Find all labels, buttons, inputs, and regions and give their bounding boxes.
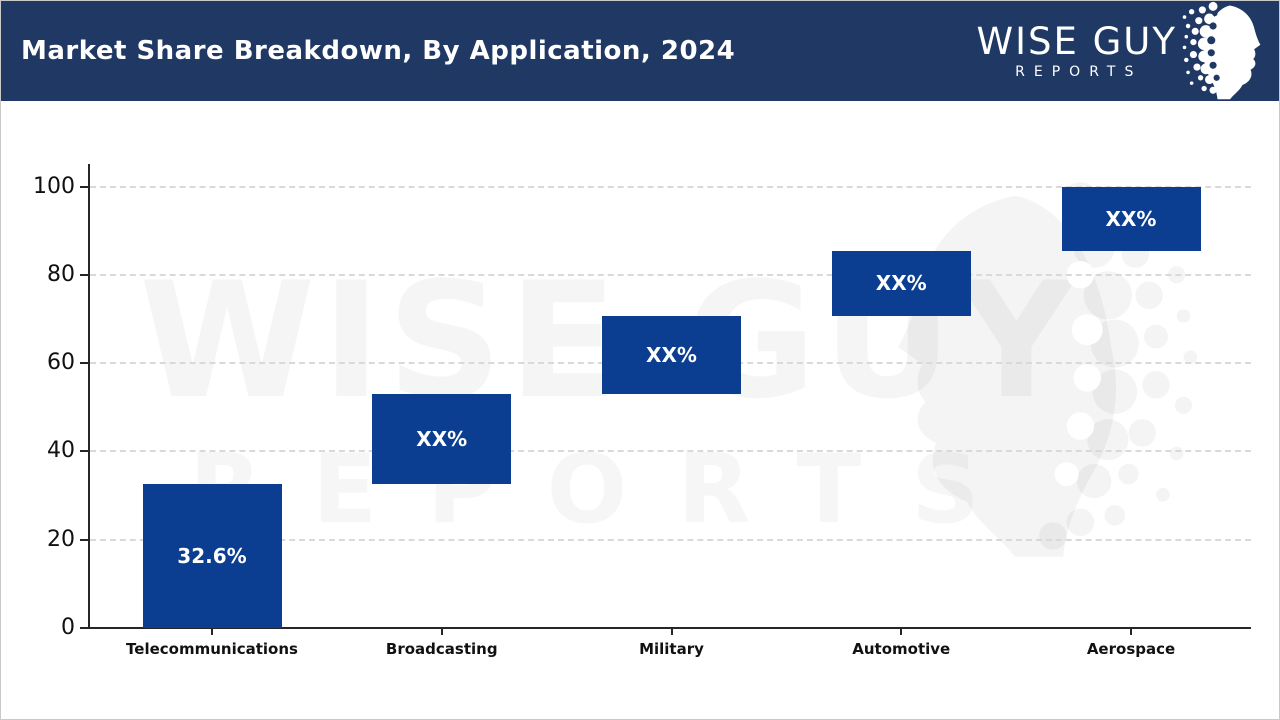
bar-automotive: XX% bbox=[831, 250, 971, 316]
y-tick-80 bbox=[80, 273, 88, 276]
x-axis-label-automotive: Automotive bbox=[852, 640, 951, 658]
gridline-80 bbox=[90, 273, 1251, 276]
bar-value-label: XX% bbox=[646, 342, 697, 367]
x-axis-label-telecommunications: Telecommunications bbox=[126, 640, 298, 658]
logo-text: WISE GUY REPORTS bbox=[977, 23, 1177, 80]
gridline-20 bbox=[90, 538, 1251, 541]
head-silhouette-icon bbox=[1182, 1, 1261, 100]
y-tick-100 bbox=[80, 185, 88, 188]
gridline-100 bbox=[90, 185, 1251, 188]
bar-aerospace: XX% bbox=[1061, 186, 1201, 251]
y-tick-label-0: 0 bbox=[61, 615, 75, 640]
bar-broadcasting: XX% bbox=[372, 394, 512, 485]
x-axis-label-broadcasting: Broadcasting bbox=[385, 640, 498, 658]
x-tick-1 bbox=[440, 628, 443, 635]
bar-value-label: XX% bbox=[416, 427, 468, 452]
bar-value-label: XX% bbox=[1105, 206, 1157, 231]
chart-area: WISE GUY REPORTS 02040608010032.6%Teleco… bbox=[1, 101, 1279, 719]
logo-text-primary: WISE GUY bbox=[976, 19, 1177, 63]
y-tick-label-60: 60 bbox=[47, 350, 75, 376]
gridline-40 bbox=[90, 450, 1251, 453]
logo-text-secondary: REPORTS bbox=[1015, 63, 1143, 80]
y-tick-label-80: 80 bbox=[47, 261, 75, 287]
x-tick-2 bbox=[670, 628, 673, 635]
bar-telecommunications: 32.6% bbox=[142, 484, 282, 628]
y-tick-label-40: 40 bbox=[47, 438, 75, 464]
y-tick-40 bbox=[80, 450, 88, 453]
header-bar: Market Share Breakdown, By Application, … bbox=[1, 1, 1279, 101]
x-axis-label-military: Military bbox=[639, 640, 704, 658]
x-axis-label-aerospace: Aerospace bbox=[1086, 640, 1176, 658]
bar-military: XX% bbox=[602, 315, 741, 394]
y-tick-20 bbox=[80, 538, 88, 541]
page-title: Market Share Breakdown, By Application, … bbox=[21, 36, 736, 66]
x-tick-4 bbox=[1130, 628, 1132, 635]
y-tick-0 bbox=[80, 627, 88, 629]
y-tick-label-100: 100 bbox=[33, 173, 75, 199]
wise-guy-logo: WISE GUY REPORTS bbox=[977, 1, 1265, 101]
waterfall-chart: 0 20 40 60 80 100 32.6% Telecommunications XX% Br… bbox=[1, 101, 1279, 719]
y-tick-label-20: 20 bbox=[47, 526, 75, 552]
bar-value-label: XX% bbox=[875, 271, 927, 296]
y-tick-60 bbox=[80, 362, 88, 365]
y-axis-line bbox=[88, 164, 90, 628]
bar-value-label: 32.6% bbox=[177, 544, 247, 569]
x-axis-line bbox=[88, 627, 1251, 629]
x-tick-3 bbox=[900, 628, 903, 635]
x-tick-0 bbox=[211, 628, 213, 635]
